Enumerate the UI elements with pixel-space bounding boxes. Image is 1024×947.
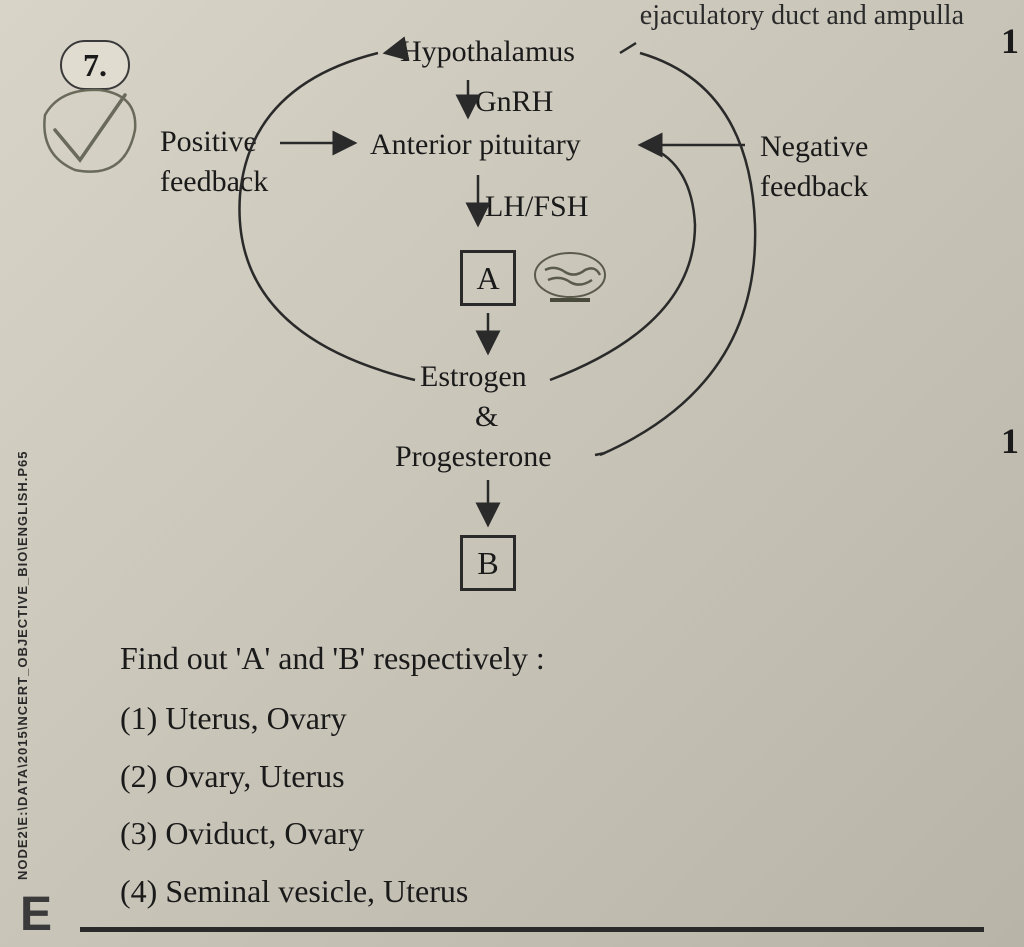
question-prompt: Find out 'A' and 'B' respectively : xyxy=(120,640,545,677)
bottom-divider xyxy=(80,927,984,932)
option-2: (2) Ovary, Uterus xyxy=(120,748,468,806)
publisher-e-logo: E xyxy=(20,887,52,942)
right-marker-mid: 1 xyxy=(1001,420,1019,462)
answer-options: (1) Uterus, Ovary (2) Ovary, Uterus (3) … xyxy=(120,690,468,920)
diagram-arrows xyxy=(140,25,940,615)
option-3: (3) Oviduct, Ovary xyxy=(120,805,468,863)
option-4: (4) Seminal vesicle, Uterus xyxy=(120,863,468,921)
side-file-path: NODE2\E:\DATA\2015\NCERT_OBJECTIVE_BIO\E… xyxy=(15,280,30,880)
right-marker-top: 1 xyxy=(1001,20,1019,62)
checkmark-annotation xyxy=(30,80,150,180)
question-number-text: 7. xyxy=(83,47,107,84)
page-container: ejaculatory duct and ampulla 1 1 7. Hypo… xyxy=(0,0,1024,947)
hormone-feedback-diagram: Hypothalamus GnRH Positive feedback Ante… xyxy=(140,25,940,615)
option-1: (1) Uterus, Ovary xyxy=(120,690,468,748)
